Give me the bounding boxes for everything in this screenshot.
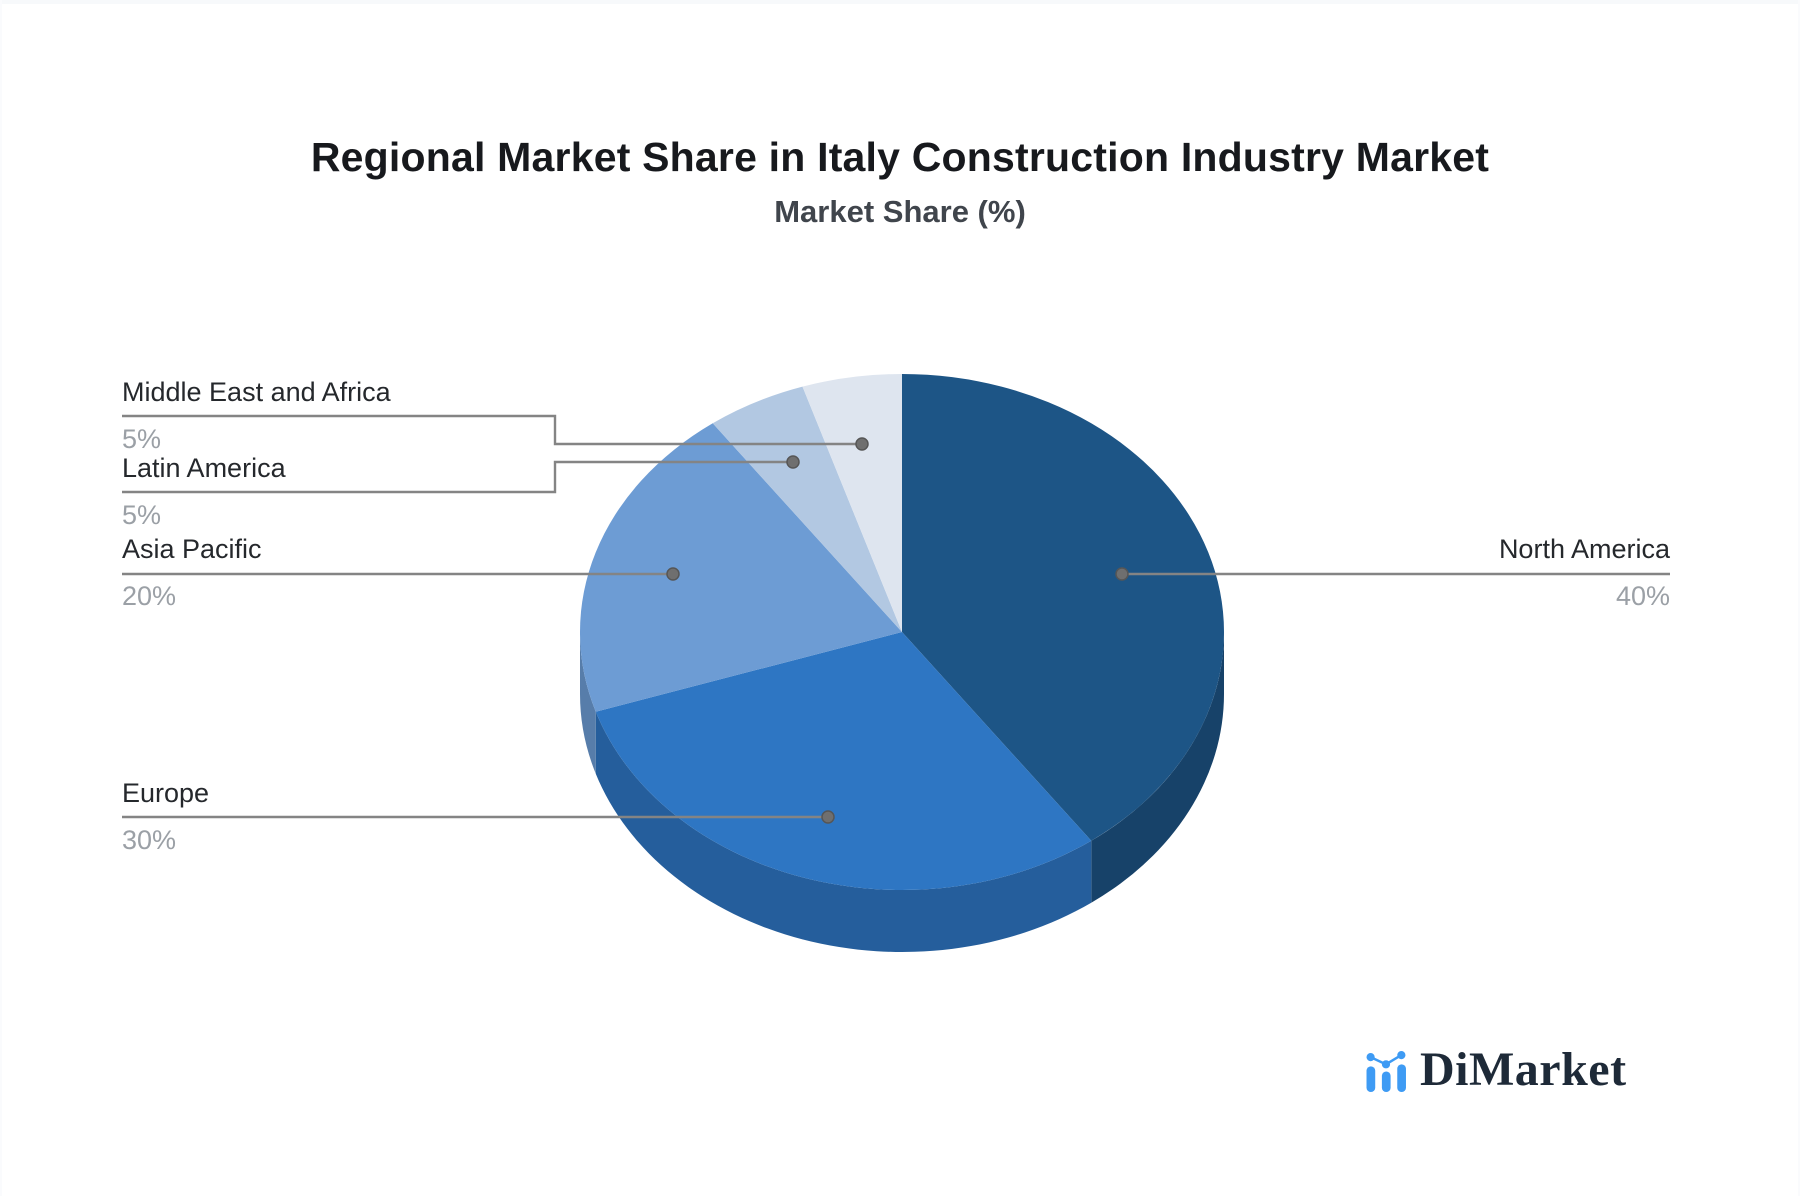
brand-logo: DiMarket xyxy=(1366,1046,1627,1094)
pie-slice-asia-pacific[interactable] xyxy=(580,423,902,712)
leader-dot-asia-pacific xyxy=(666,567,680,581)
pie-slice-latin-america[interactable] xyxy=(712,386,902,632)
leader-dot-latin-america xyxy=(786,455,800,469)
slice-label-asia-pacific: Asia Pacific xyxy=(122,534,262,564)
pie-slice-north-america[interactable] xyxy=(902,374,1224,841)
chart-subtitle: Market Share (%) xyxy=(774,194,1026,229)
pie-slice-side-north-america xyxy=(1091,632,1224,903)
leader-line-latin-america xyxy=(122,460,793,494)
bar-chart-trend-icon xyxy=(1366,1051,1406,1092)
slice-value-latin-america: 5% xyxy=(122,500,162,530)
slice-label-north-america: North America xyxy=(1498,534,1670,564)
chart-title: Regional Market Share in Italy Construct… xyxy=(310,134,1490,180)
slice-value-middle-east-and-africa: 5% xyxy=(122,424,162,454)
leader-dot-north-america xyxy=(1115,567,1129,581)
leader-dot-europe xyxy=(821,810,835,824)
pie-slice-middle-east-and-africa[interactable] xyxy=(802,374,902,632)
slice-value-north-america: 40% xyxy=(1615,581,1670,611)
pie-slice-europe[interactable] xyxy=(595,632,1092,891)
page-left-edge xyxy=(0,0,2,1196)
slice-label-middle-east-and-africa: Middle East and Africa xyxy=(122,377,391,407)
slice-value-asia-pacific: 20% xyxy=(122,581,177,611)
brand-name: DiMarket xyxy=(1420,1043,1627,1096)
leader-line-middle-east-and-africa xyxy=(122,414,862,446)
slice-label-latin-america: Latin America xyxy=(122,453,286,483)
page-top-edge xyxy=(0,0,1800,4)
pie-slice-side-europe xyxy=(595,711,1092,952)
page-right-edge xyxy=(1798,0,1800,1196)
slice-value-europe: 30% xyxy=(122,825,177,855)
pie-slice-side-asia-pacific xyxy=(580,632,596,774)
slice-label-europe: Europe xyxy=(122,778,210,808)
leader-dot-middle-east-and-africa xyxy=(855,437,869,451)
